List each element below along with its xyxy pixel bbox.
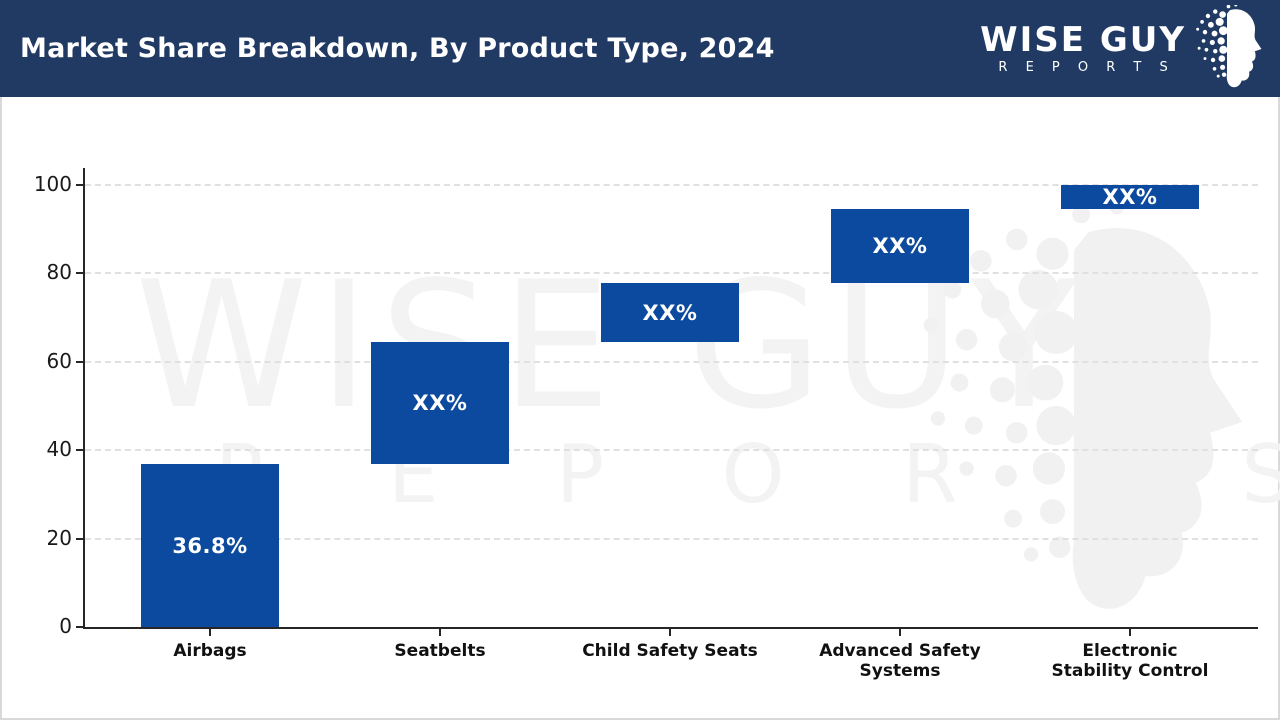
x-category-label: Advanced Safety Systems — [819, 641, 981, 681]
x-category-label: Seatbelts — [394, 641, 485, 661]
y-tick-label: 20 — [46, 525, 72, 550]
gridline — [85, 360, 1258, 363]
brand-wordmark: WISE GUY R E P O R T S — [980, 22, 1186, 75]
y-tick-mark — [76, 626, 85, 628]
y-tick-label: 100 — [33, 172, 72, 196]
y-tick-label: 80 — [46, 260, 72, 285]
x-category-label-line: Child Safety Seats — [582, 641, 758, 661]
y-tick-mark — [76, 360, 85, 363]
bar-value-label: XX% — [412, 391, 468, 416]
x-category-label: Airbags — [173, 641, 246, 661]
gridline — [85, 272, 1258, 275]
x-tick-mark — [899, 627, 901, 636]
bar-segment: XX% — [601, 283, 739, 342]
x-tick-mark — [439, 627, 441, 636]
y-axis-line — [83, 168, 85, 629]
wiseguy-head-icon — [1196, 4, 1262, 87]
gridline — [85, 537, 1258, 540]
y-tick-label: 0 — [59, 614, 72, 638]
x-category-label: Electronic Stability Control — [1052, 641, 1209, 681]
x-tick-mark — [669, 627, 671, 636]
bar-value-label: 36.8% — [172, 533, 248, 558]
bar-value-label: XX% — [1102, 184, 1158, 209]
x-axis-line — [83, 627, 1258, 629]
x-category-label: Child Safety Seats — [582, 641, 758, 661]
x-category-label-line: Airbags — [173, 641, 247, 661]
y-tick-mark — [76, 184, 85, 186]
chart-title: Market Share Breakdown, By Product Type,… — [20, 33, 775, 64]
bar-value-label: XX% — [872, 233, 928, 258]
x-category-label-line: Electronic — [1082, 641, 1178, 661]
gridline — [85, 449, 1258, 452]
header-bar: Market Share Breakdown, By Product Type,… — [0, 0, 1280, 97]
x-category-label-line: Seatbelts — [394, 641, 486, 661]
y-tick-mark — [76, 449, 85, 452]
gridline — [85, 184, 1258, 186]
bar-segment: 36.8% — [141, 464, 279, 627]
x-tick-mark — [209, 627, 211, 636]
bar-value-label: XX% — [642, 300, 698, 325]
bar-segment: XX% — [1061, 185, 1199, 209]
y-tick-mark — [76, 272, 85, 275]
x-category-label-line: Stability Control — [1051, 661, 1209, 681]
y-tick-label: 60 — [46, 348, 72, 373]
brand-logo: WISE GUY R E P O R T S — [980, 0, 1266, 97]
brand-name-text: WISE GUY — [980, 20, 1186, 60]
y-tick-mark — [76, 537, 85, 540]
bar-segment: XX% — [831, 208, 969, 284]
bar-segment: XX% — [371, 341, 509, 465]
x-category-label-line: Advanced Safety — [819, 641, 981, 661]
x-category-label-line: Systems — [859, 661, 941, 681]
y-tick-label: 40 — [46, 437, 72, 462]
x-tick-mark — [1129, 627, 1131, 636]
brand-reports-text: R E P O R T S — [998, 60, 1175, 75]
